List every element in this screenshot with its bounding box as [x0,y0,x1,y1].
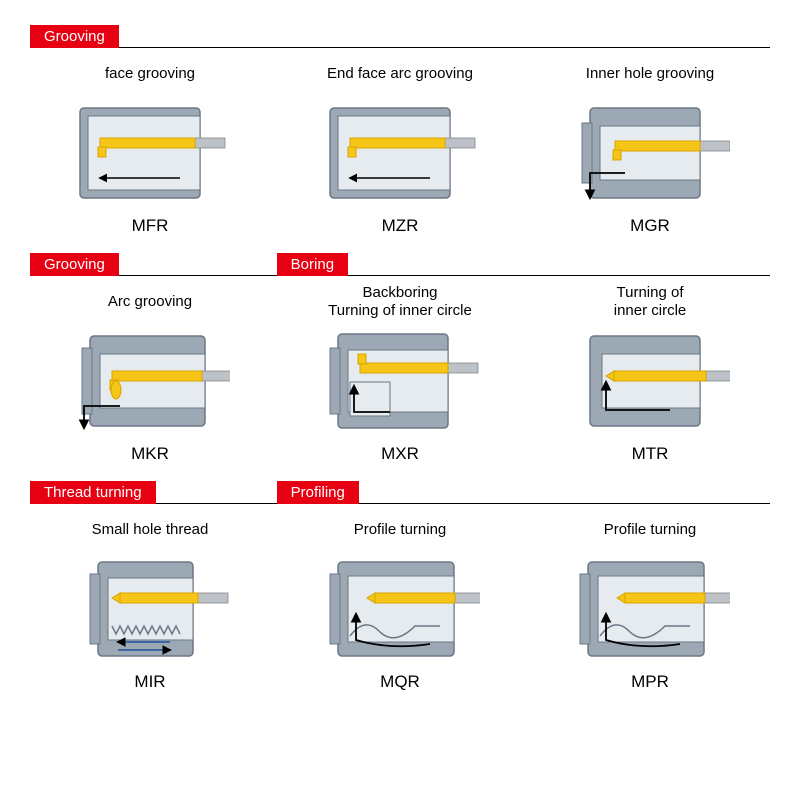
cell-title: Profile turning [354,510,447,550]
cell-code: MPR [631,672,669,692]
cell-code: MQR [380,672,420,692]
tool-cell: Inner hole grooving MGR [530,54,770,236]
tool-cell: Profile turning MPR [530,510,770,692]
cell-code: MKR [131,444,169,464]
tool-cell: Small hole thread MIR [30,510,270,692]
cell-title: End face arc grooving [327,54,473,94]
tool-cell: Backboring Turning of inner circle MXR [280,282,520,464]
cell-title: Small hole thread [92,510,209,550]
tool-cell: End face arc grooving MZR [280,54,520,236]
row-1: Grooving Boring Arc grooving MKR Backboring … [30,248,770,464]
tool-diagram [570,98,730,208]
cell-title: face grooving [105,54,195,94]
tool-diagram [570,554,730,664]
tool-diagram [320,554,480,664]
tool-diagram [70,554,230,664]
category-tag: Profiling [277,481,359,504]
row-2: Thread turning Profiling Small hole thread… [30,476,770,692]
cell-title: Profile turning [604,510,697,550]
category-tag: Boring [277,253,348,276]
tool-cell: Turning of inner circle MTR [530,282,770,464]
category-tag: Grooving [30,25,119,48]
tool-cell: Profile turning MQR [280,510,520,692]
tool-diagram [570,326,730,436]
cell-code: MTR [632,444,669,464]
section-header: Grooving Boring [30,248,770,276]
cell-title: Inner hole grooving [586,54,714,94]
cell-code: MXR [381,444,419,464]
cell-code: MGR [630,216,670,236]
cell-title: Turning of inner circle [614,282,687,322]
category-tag: Thread turning [30,481,156,504]
cell-code: MFR [132,216,169,236]
cell-title: Arc grooving [108,282,192,322]
tool-diagram [320,326,480,436]
tool-cell: Arc grooving MKR [30,282,270,464]
row-0: Grooving face grooving MFR End face arc gro… [30,20,770,236]
tool-cell: face grooving MFR [30,54,270,236]
tool-diagram [70,98,230,208]
cell-title: Backboring Turning of inner circle [328,282,472,322]
tool-diagram [320,98,480,208]
section-header: Grooving [30,20,770,48]
cell-code: MIR [134,672,165,692]
section-header: Thread turning Profiling [30,476,770,504]
tool-diagram [70,326,230,436]
category-tag: Grooving [30,253,119,276]
cell-code: MZR [382,216,419,236]
